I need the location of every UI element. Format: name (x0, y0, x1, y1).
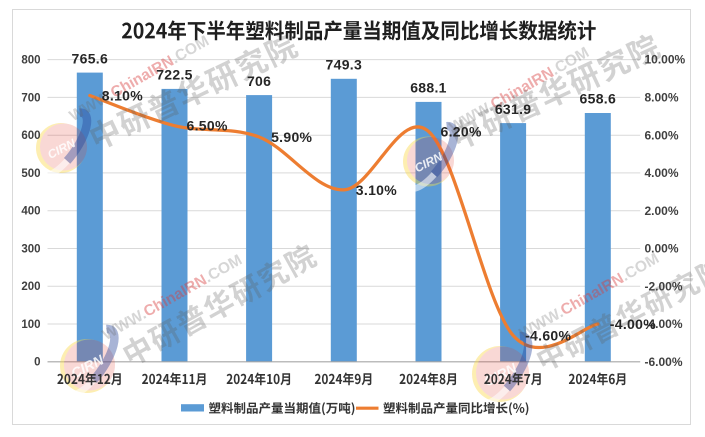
svg-text:100: 100 (21, 319, 40, 331)
svg-text:-4.00%: -4.00% (645, 317, 683, 331)
svg-text:800: 800 (21, 55, 40, 67)
svg-text:3.10%: 3.10% (356, 182, 397, 198)
svg-text:400: 400 (21, 206, 40, 218)
svg-text:200: 200 (21, 281, 40, 293)
svg-text:688.1: 688.1 (410, 80, 447, 96)
svg-text:0.00%: 0.00% (645, 242, 679, 256)
svg-text:500: 500 (21, 168, 40, 180)
svg-text:4.00%: 4.00% (645, 166, 679, 180)
svg-text:658.6: 658.6 (580, 91, 617, 107)
svg-text:6.50%: 6.50% (187, 118, 228, 134)
svg-text:631.9: 631.9 (495, 101, 532, 117)
svg-text:300: 300 (21, 243, 40, 255)
svg-text:10.00%: 10.00% (645, 53, 686, 67)
svg-text:2.00%: 2.00% (645, 204, 679, 218)
svg-text:722.5: 722.5 (156, 67, 193, 83)
svg-text:6.20%: 6.20% (441, 123, 482, 139)
svg-text:749.3: 749.3 (326, 57, 363, 73)
svg-text:0: 0 (34, 357, 40, 369)
svg-text:600: 600 (21, 130, 40, 142)
svg-text:706: 706 (247, 73, 271, 89)
svg-text:-4.00%: -4.00% (610, 316, 656, 332)
svg-text:6.00%: 6.00% (645, 128, 679, 142)
svg-text:5.90%: 5.90% (271, 129, 312, 145)
svg-text:-6.00%: -6.00% (645, 355, 683, 369)
svg-text:8.00%: 8.00% (645, 91, 679, 105)
svg-text:700: 700 (21, 92, 40, 104)
svg-text:-2.00%: -2.00% (645, 279, 683, 293)
svg-text:765.6: 765.6 (72, 50, 109, 66)
svg-text:8.10%: 8.10% (102, 88, 143, 104)
svg-text:-4.60%: -4.60% (525, 327, 571, 343)
